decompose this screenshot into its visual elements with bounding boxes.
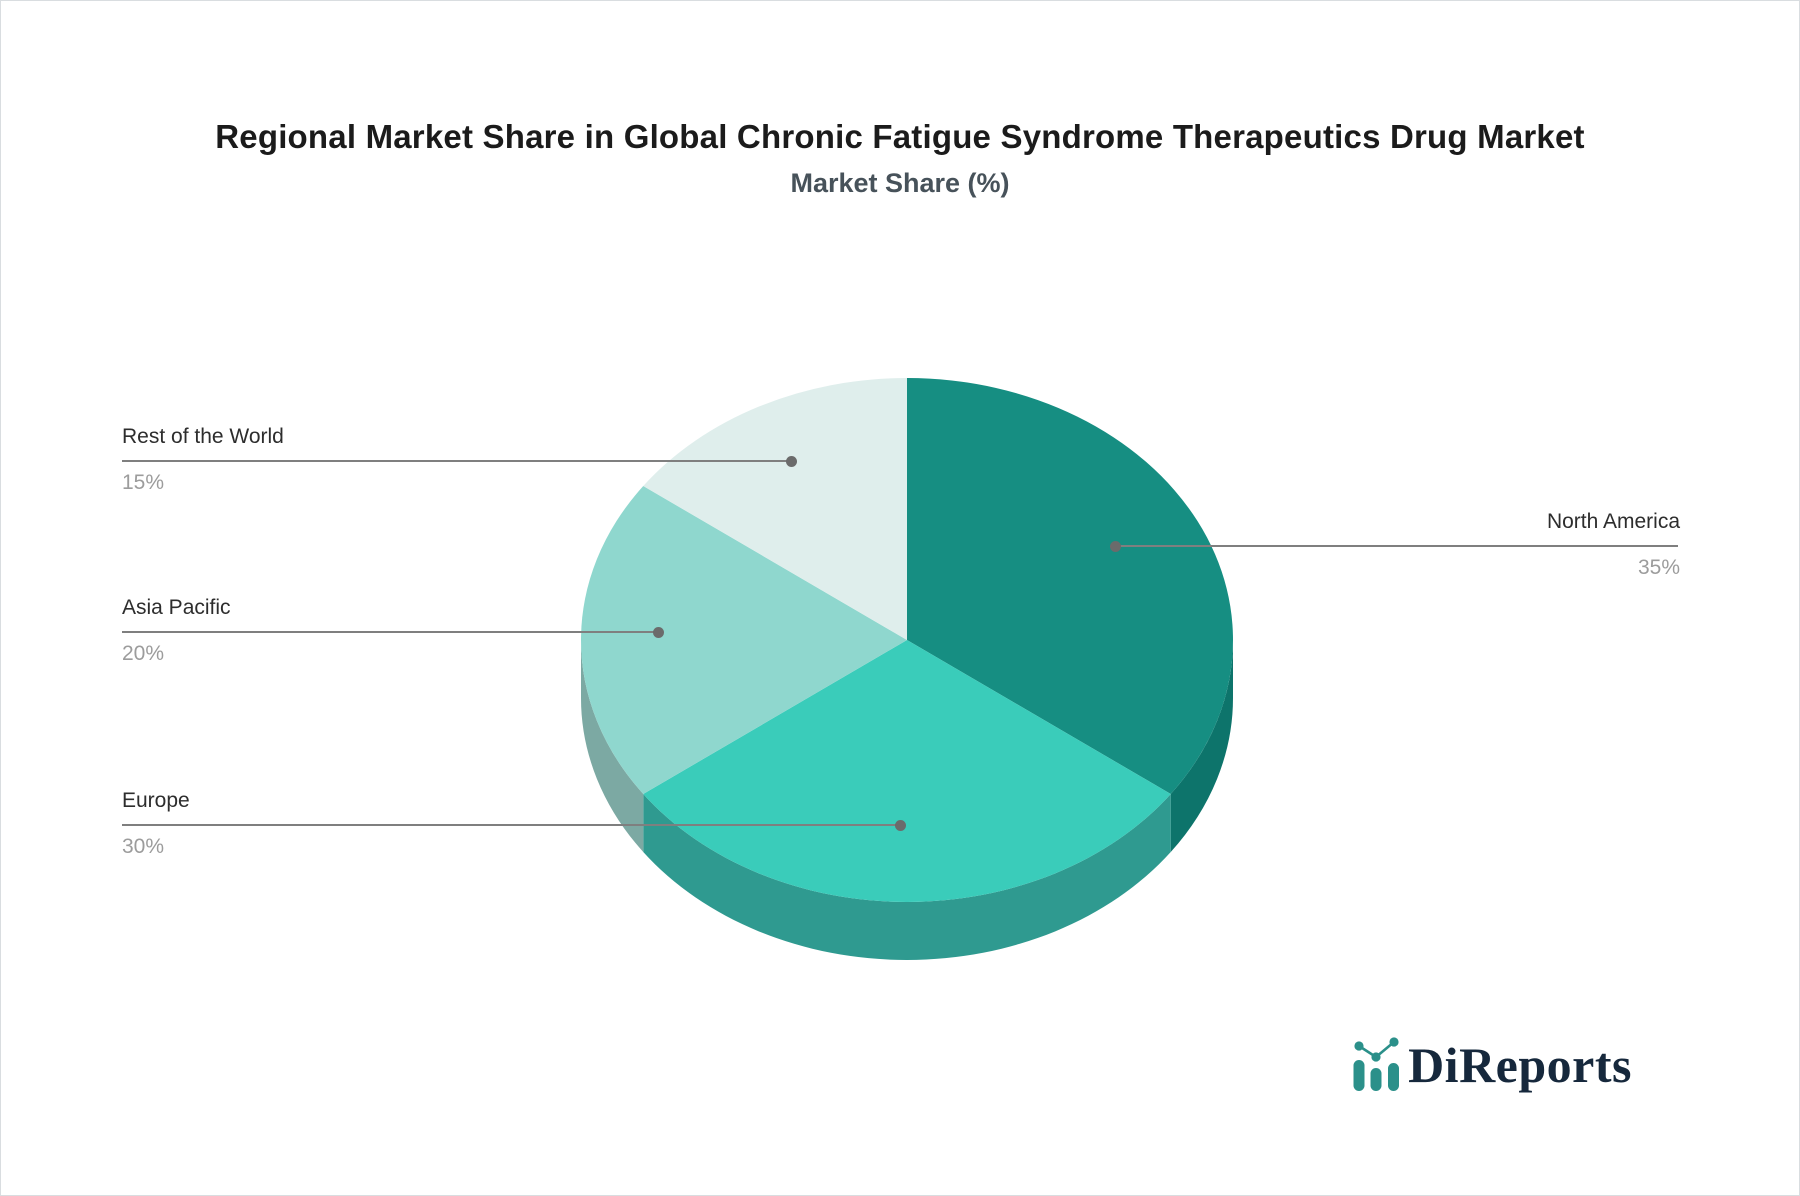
callout-dot-europe	[895, 820, 906, 831]
callout-line-rest-of-the-world	[122, 456, 797, 467]
slice-pct-rest-of-the-world: 15%	[122, 471, 165, 494]
chart-subtitle: Market Share (%)	[790, 168, 1010, 198]
pie-slice-rest-of-the-world	[643, 378, 907, 640]
callout-line-asia-pacific	[122, 627, 664, 638]
pie-slice-north-america	[907, 378, 1234, 794]
brand-logo: DiReports	[1351, 1036, 1632, 1094]
pie-slice-asia-pacific	[580, 486, 907, 794]
brand-name: DiReports	[1408, 1037, 1632, 1093]
pie-slice-side-asia-pacific	[581, 640, 644, 852]
slice-pct-europe: 30%	[122, 835, 165, 858]
callout-line-europe	[122, 820, 906, 831]
callout-dot-asia-pacific	[653, 627, 664, 638]
slice-pct-north-america: 35%	[1637, 556, 1680, 579]
pie-slice-side-europe	[643, 794, 1171, 961]
callout-line-north-america	[1110, 541, 1678, 552]
pie-chart	[580, 378, 1234, 961]
slice-label-rest-of-the-world: Rest of the World	[122, 425, 284, 448]
slice-pct-asia-pacific: 20%	[122, 642, 165, 665]
callout-dot-rest-of-the-world	[786, 456, 797, 467]
bar-chart-trend-icon	[1353, 1037, 1400, 1091]
chart-title: Regional Market Share in Global Chronic …	[215, 118, 1585, 155]
pie-slice-side-north-america	[1170, 640, 1233, 852]
slice-label-north-america: North America	[1546, 510, 1680, 533]
callout-dot-north-america	[1110, 541, 1121, 552]
slice-label-asia-pacific: Asia Pacific	[122, 596, 231, 619]
pie-slice-europe	[643, 640, 1171, 903]
slice-label-europe: Europe	[122, 789, 190, 812]
